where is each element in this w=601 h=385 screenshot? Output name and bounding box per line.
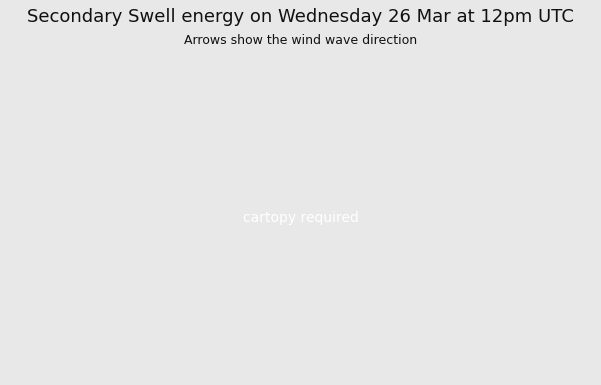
Text: cartopy required: cartopy required xyxy=(243,211,358,226)
Text: Secondary Swell energy on Wednesday 26 Mar at 12pm UTC: Secondary Swell energy on Wednesday 26 M… xyxy=(27,8,574,26)
Text: Arrows show the wind wave direction: Arrows show the wind wave direction xyxy=(184,34,417,47)
